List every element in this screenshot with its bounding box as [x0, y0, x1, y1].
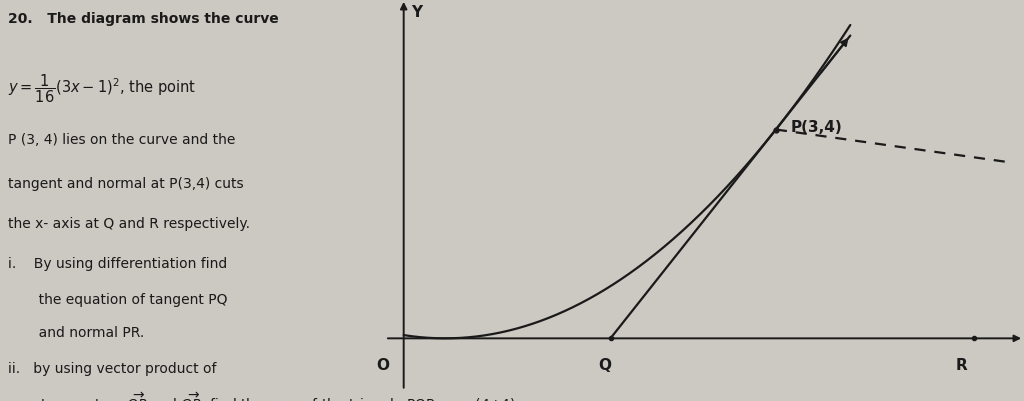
Text: tangent and normal at P(3,4) cuts: tangent and normal at P(3,4) cuts: [8, 176, 244, 190]
Text: O: O: [377, 357, 389, 372]
Text: i.    By using differentiation find: i. By using differentiation find: [8, 257, 227, 271]
Text: $y = \dfrac{1}{16}(3x-1)^2$, the point: $y = \dfrac{1}{16}(3x-1)^2$, the point: [8, 72, 196, 105]
Text: 20.   The diagram shows the curve: 20. The diagram shows the curve: [8, 12, 279, 26]
Text: P (3, 4) lies on the curve and the: P (3, 4) lies on the curve and the: [8, 132, 236, 146]
Text: the x- axis at Q and R respectively.: the x- axis at Q and R respectively.: [8, 217, 250, 231]
Text: two vectors $\overrightarrow{QP}$ and $\overrightarrow{QR}$, find the area of th: two vectors $\overrightarrow{QP}$ and $\…: [10, 389, 516, 401]
Text: the equation of tangent PQ: the equation of tangent PQ: [8, 293, 227, 307]
Text: ii.   by using vector product of: ii. by using vector product of: [8, 361, 216, 375]
Text: Q: Q: [598, 357, 610, 372]
Text: R: R: [956, 357, 968, 372]
Text: P(3,4): P(3,4): [791, 120, 843, 135]
Text: and normal PR.: and normal PR.: [8, 325, 144, 339]
Text: Y: Y: [411, 5, 422, 20]
